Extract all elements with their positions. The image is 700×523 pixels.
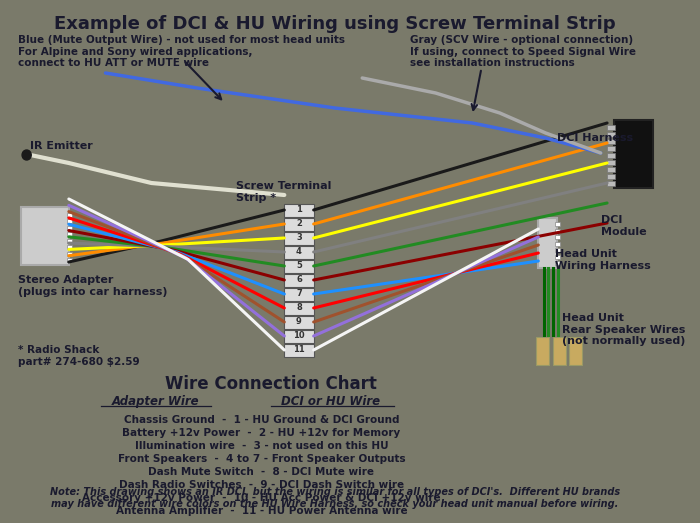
Text: 1: 1: [296, 206, 302, 214]
Bar: [570, 337, 582, 365]
Bar: [284, 260, 314, 273]
Text: 3: 3: [296, 233, 302, 243]
Bar: [607, 160, 615, 165]
Bar: [607, 181, 615, 186]
Text: 4: 4: [296, 247, 302, 256]
Text: Screw Terminal
Strip *: Screw Terminal Strip *: [236, 181, 331, 202]
Bar: [67, 212, 73, 217]
Text: Example of DCI & HU Wiring using Screw Terminal Strip: Example of DCI & HU Wiring using Screw T…: [54, 15, 615, 33]
Bar: [284, 330, 314, 343]
Text: Accessory +12v Power  -  10 - HU Acc Power & DCI +12v wire: Accessory +12v Power - 10 - HU Acc Power…: [82, 493, 441, 503]
Bar: [284, 274, 314, 287]
Text: Illumination wire  -  3 - not used on this HU: Illumination wire - 3 - not used on this…: [134, 441, 388, 451]
Bar: [615, 120, 653, 188]
Bar: [607, 139, 615, 144]
Text: Chassis Ground  -  1 - HU Ground & DCI Ground: Chassis Ground - 1 - HU Ground & DCI Gro…: [124, 415, 399, 425]
Bar: [555, 222, 560, 226]
Text: Wire Connection Chart: Wire Connection Chart: [164, 375, 377, 393]
Bar: [555, 242, 560, 245]
Bar: [555, 255, 560, 258]
Bar: [553, 337, 566, 365]
Bar: [555, 235, 560, 239]
Bar: [555, 248, 560, 252]
Bar: [284, 316, 314, 329]
Text: DCI
Module: DCI Module: [601, 215, 646, 236]
Bar: [607, 132, 615, 137]
Bar: [538, 218, 557, 268]
Bar: [284, 204, 314, 217]
Bar: [607, 167, 615, 172]
Bar: [607, 153, 615, 158]
Text: Dash Radio Switches  -  9 - DCI Dash Switch wire: Dash Radio Switches - 9 - DCI Dash Switc…: [119, 480, 404, 490]
Text: Adapter Wire: Adapter Wire: [112, 395, 200, 408]
Bar: [607, 174, 615, 179]
Text: * Radio Shack
part# 274-680 $2.59: * Radio Shack part# 274-680 $2.59: [18, 345, 140, 367]
Bar: [607, 125, 615, 130]
Bar: [67, 219, 73, 223]
Bar: [67, 225, 73, 230]
Text: 7: 7: [296, 290, 302, 299]
Text: 8: 8: [296, 303, 302, 313]
Text: Front Speakers  -  4 to 7 - Front Speaker Outputs: Front Speakers - 4 to 7 - Front Speaker …: [118, 454, 405, 464]
Text: Gray (SCV Wire - optional connection)
If using, connect to Speed Signal Wire
see: Gray (SCV Wire - optional connection) If…: [410, 35, 636, 68]
Text: DCI Harness: DCI Harness: [556, 133, 633, 143]
Bar: [67, 252, 73, 256]
Bar: [284, 344, 314, 357]
Text: DCI or HU Wire: DCI or HU Wire: [281, 395, 379, 408]
Bar: [284, 302, 314, 315]
Text: Head Unit
Wiring Harness: Head Unit Wiring Harness: [555, 249, 650, 270]
Bar: [284, 232, 314, 245]
Text: Battery +12v Power  -  2 - HU +12v for Memory: Battery +12v Power - 2 - HU +12v for Mem…: [122, 428, 400, 438]
Text: 5: 5: [296, 262, 302, 270]
Circle shape: [22, 150, 32, 160]
Bar: [67, 258, 73, 262]
Text: 9: 9: [296, 317, 302, 326]
Bar: [284, 218, 314, 231]
Bar: [555, 229, 560, 233]
Text: Head Unit
Rear Speaker Wires
(not normally used): Head Unit Rear Speaker Wires (not normal…: [562, 313, 685, 346]
Text: 6: 6: [296, 276, 302, 285]
Bar: [536, 337, 550, 365]
Bar: [67, 245, 73, 249]
Text: Antenna Amplifier  -  11 - HU Power Antenna wire: Antenna Amplifier - 11 - HU Power Antenn…: [116, 506, 407, 516]
Text: Stereo Adapter
(plugs into car harness): Stereo Adapter (plugs into car harness): [18, 275, 168, 297]
Text: 2: 2: [296, 220, 302, 229]
Text: 10: 10: [293, 332, 304, 340]
Text: Blue (Mute Output Wire) - not used for most head units
For Alpine and Sony wired: Blue (Mute Output Wire) - not used for m…: [18, 35, 345, 68]
Bar: [555, 261, 560, 265]
Bar: [284, 246, 314, 259]
Text: Dash Mute Switch  -  8 - DCI Mute wire: Dash Mute Switch - 8 - DCI Mute wire: [148, 467, 375, 477]
Bar: [67, 238, 73, 243]
Bar: [284, 288, 314, 301]
Text: Note: This drawing shows an IR DCI, but the wiring is similar for all types of D: Note: This drawing shows an IR DCI, but …: [50, 487, 620, 509]
Bar: [607, 146, 615, 151]
Bar: [67, 232, 73, 236]
Text: IR Emitter: IR Emitter: [30, 141, 93, 151]
Bar: [21, 207, 69, 265]
Text: 11: 11: [293, 346, 305, 355]
